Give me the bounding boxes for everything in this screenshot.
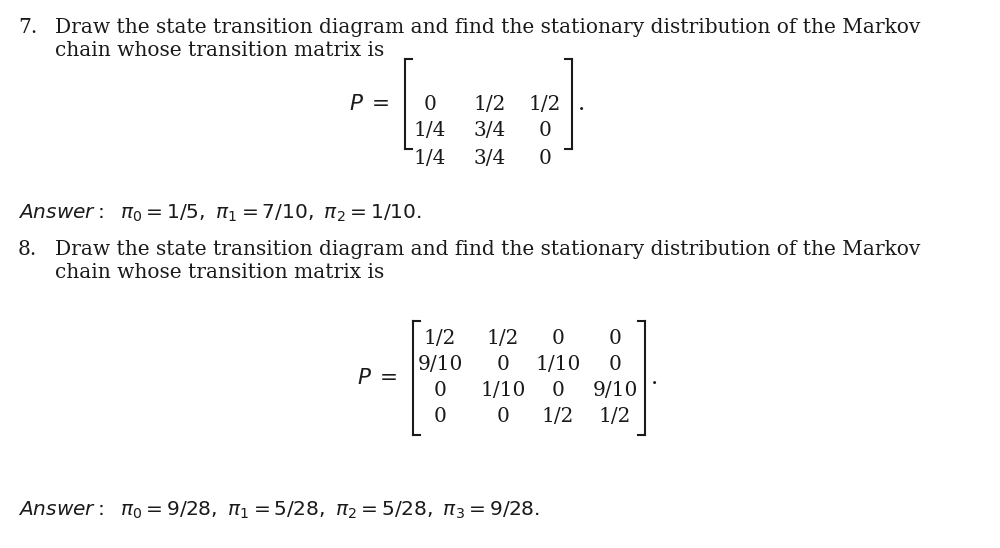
- Text: $P\;=$: $P\;=$: [349, 93, 390, 115]
- Text: .: .: [578, 93, 585, 115]
- Text: $\pi_0 = 9/28,\ \pi_1 = 5/28,\ \pi_2 = 5/28,\ \pi_3 = 9/28.$: $\pi_0 = 9/28,\ \pi_1 = 5/28,\ \pi_2 = 5…: [120, 500, 540, 521]
- Text: 1/4: 1/4: [414, 149, 446, 168]
- Text: 1/2: 1/2: [542, 408, 574, 426]
- Text: $\pi_0 = 1/5,\ \pi_1 = 7/10,\ \pi_2 = 1/10.$: $\pi_0 = 1/5,\ \pi_1 = 7/10,\ \pi_2 = 1/…: [120, 203, 422, 224]
- Text: 8.: 8.: [18, 240, 37, 259]
- Text: 0: 0: [539, 149, 551, 168]
- Text: 3/4: 3/4: [474, 149, 506, 168]
- Text: 9/10: 9/10: [592, 381, 638, 401]
- Text: $\mathit{Answer:}$: $\mathit{Answer:}$: [18, 500, 104, 519]
- Text: Draw the state transition diagram and find the stationary distribution of the Ma: Draw the state transition diagram and fi…: [55, 240, 920, 259]
- Text: .: .: [651, 367, 658, 389]
- Text: 0: 0: [497, 356, 509, 374]
- Text: $P\;=$: $P\;=$: [357, 367, 398, 389]
- Text: 0: 0: [497, 408, 509, 426]
- Text: 0: 0: [434, 408, 446, 426]
- Text: 0: 0: [424, 94, 436, 113]
- Text: 1/2: 1/2: [424, 329, 456, 349]
- Text: 3/4: 3/4: [474, 122, 506, 140]
- Text: 1/2: 1/2: [474, 94, 506, 113]
- Text: 1/2: 1/2: [599, 408, 631, 426]
- Text: $\mathit{Answer:}$: $\mathit{Answer:}$: [18, 203, 104, 222]
- Text: Draw the state transition diagram and find the stationary distribution of the Ma: Draw the state transition diagram and fi…: [55, 18, 920, 37]
- Text: 7.: 7.: [18, 18, 37, 37]
- Text: 1/4: 1/4: [414, 122, 446, 140]
- Text: chain whose transition matrix is: chain whose transition matrix is: [55, 263, 384, 282]
- Text: 0: 0: [609, 329, 621, 349]
- Text: 1/10: 1/10: [535, 356, 581, 374]
- Text: 1/2: 1/2: [529, 94, 561, 113]
- Text: chain whose transition matrix is: chain whose transition matrix is: [55, 41, 384, 60]
- Text: 0: 0: [609, 356, 621, 374]
- Text: 0: 0: [434, 381, 446, 401]
- Text: 0: 0: [552, 381, 564, 401]
- Text: 0: 0: [552, 329, 564, 349]
- Text: 1/10: 1/10: [480, 381, 526, 401]
- Text: 9/10: 9/10: [417, 356, 463, 374]
- Text: 1/2: 1/2: [487, 329, 519, 349]
- Text: 0: 0: [539, 122, 551, 140]
